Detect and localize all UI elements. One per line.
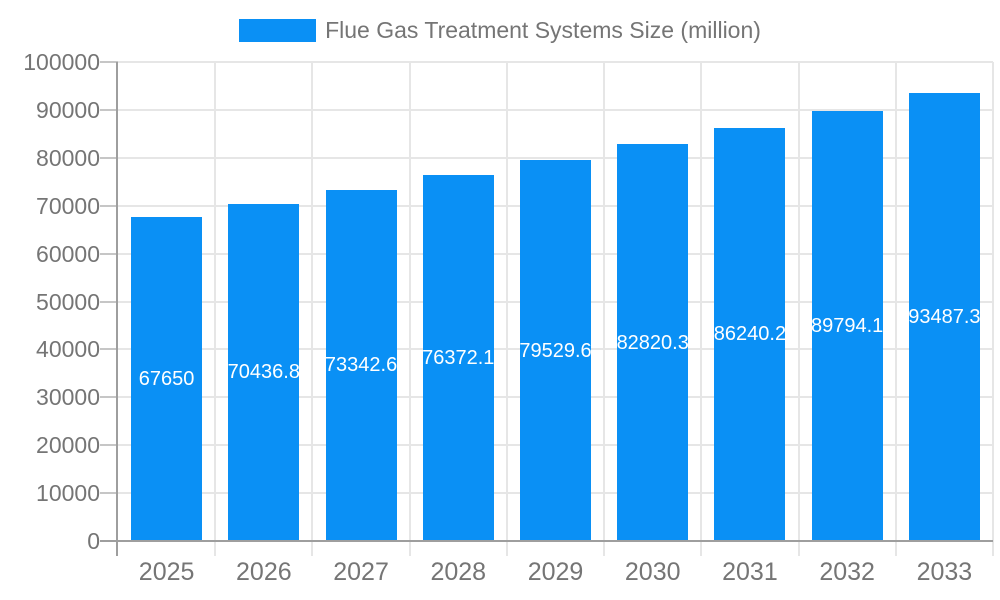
x-tick-label: 2026 (236, 558, 292, 586)
y-axis-tick (100, 204, 118, 207)
bar (422, 175, 494, 541)
y-axis-tick (100, 348, 118, 351)
bar-value-label: 79529.6 (519, 339, 592, 362)
bar (617, 144, 689, 541)
bar-value-label: 70436.8 (227, 361, 300, 384)
y-tick-label: 70000 (36, 192, 100, 219)
y-tick-label: 40000 (36, 336, 100, 363)
bar (908, 93, 980, 541)
y-axis-tick (100, 300, 118, 303)
bar (131, 216, 203, 541)
bar (228, 203, 300, 541)
y-tick-label: 100000 (23, 49, 100, 75)
y-axis-tick (100, 396, 118, 399)
x-tick-label: 2025 (138, 558, 195, 586)
legend-label: Flue Gas Treatment Systems Size (million… (325, 17, 761, 43)
bar-value-label: 67650 (138, 367, 195, 390)
y-tick-label: 50000 (36, 288, 100, 315)
bar-value-label: 89794.1 (811, 314, 884, 337)
y-axis-tick (100, 492, 118, 495)
y-tick-label: 90000 (36, 96, 100, 123)
y-tick-label: 30000 (36, 384, 100, 411)
v-gridline (992, 62, 994, 556)
v-gridline (311, 62, 314, 556)
chart-legend: Flue Gas Treatment Systems Size (million… (0, 17, 1000, 44)
y-tick-label: 10000 (36, 480, 100, 507)
v-gridline (408, 62, 411, 556)
y-axis-tick (100, 108, 118, 111)
y-tick-label: 20000 (36, 432, 100, 459)
x-tick-label: 2029 (527, 558, 584, 586)
bar-value-label: 73342.6 (324, 354, 398, 377)
x-tick-label: 2027 (333, 558, 389, 586)
v-gridline (797, 62, 800, 556)
bar-value-label: 76372.1 (422, 347, 495, 370)
h-gridline (118, 156, 993, 159)
y-axis-line (116, 62, 118, 556)
h-gridline (118, 108, 993, 111)
x-tick-label: 2030 (624, 558, 681, 586)
y-tick-label: 60000 (36, 240, 100, 267)
x-axis-line (116, 540, 993, 542)
y-axis-tick (100, 61, 118, 63)
y-axis-tick (100, 540, 118, 542)
y-tick-label: 0 (87, 528, 100, 554)
bar-value-label: 93487.3 (908, 306, 981, 329)
bar (325, 189, 397, 541)
bar (811, 110, 883, 541)
legend-swatch (239, 19, 317, 42)
v-gridline (505, 62, 508, 556)
y-axis-tick (100, 252, 118, 255)
x-tick-label: 2032 (819, 558, 875, 586)
x-tick-label: 2028 (430, 558, 487, 586)
bar-value-label: 82820.3 (616, 331, 689, 354)
y-tick-label: 80000 (36, 144, 100, 171)
bar (714, 127, 786, 541)
bar (520, 160, 591, 541)
v-gridline (214, 62, 217, 556)
x-tick-label: 2033 (916, 558, 973, 586)
v-gridline (894, 62, 897, 556)
y-axis-tick (100, 156, 118, 159)
y-axis-tick (100, 444, 118, 447)
x-tick-label: 2031 (722, 558, 778, 586)
bar-value-label: 86240.2 (713, 323, 787, 346)
v-gridline (603, 62, 606, 556)
h-gridline (118, 61, 993, 63)
v-gridline (700, 62, 703, 556)
